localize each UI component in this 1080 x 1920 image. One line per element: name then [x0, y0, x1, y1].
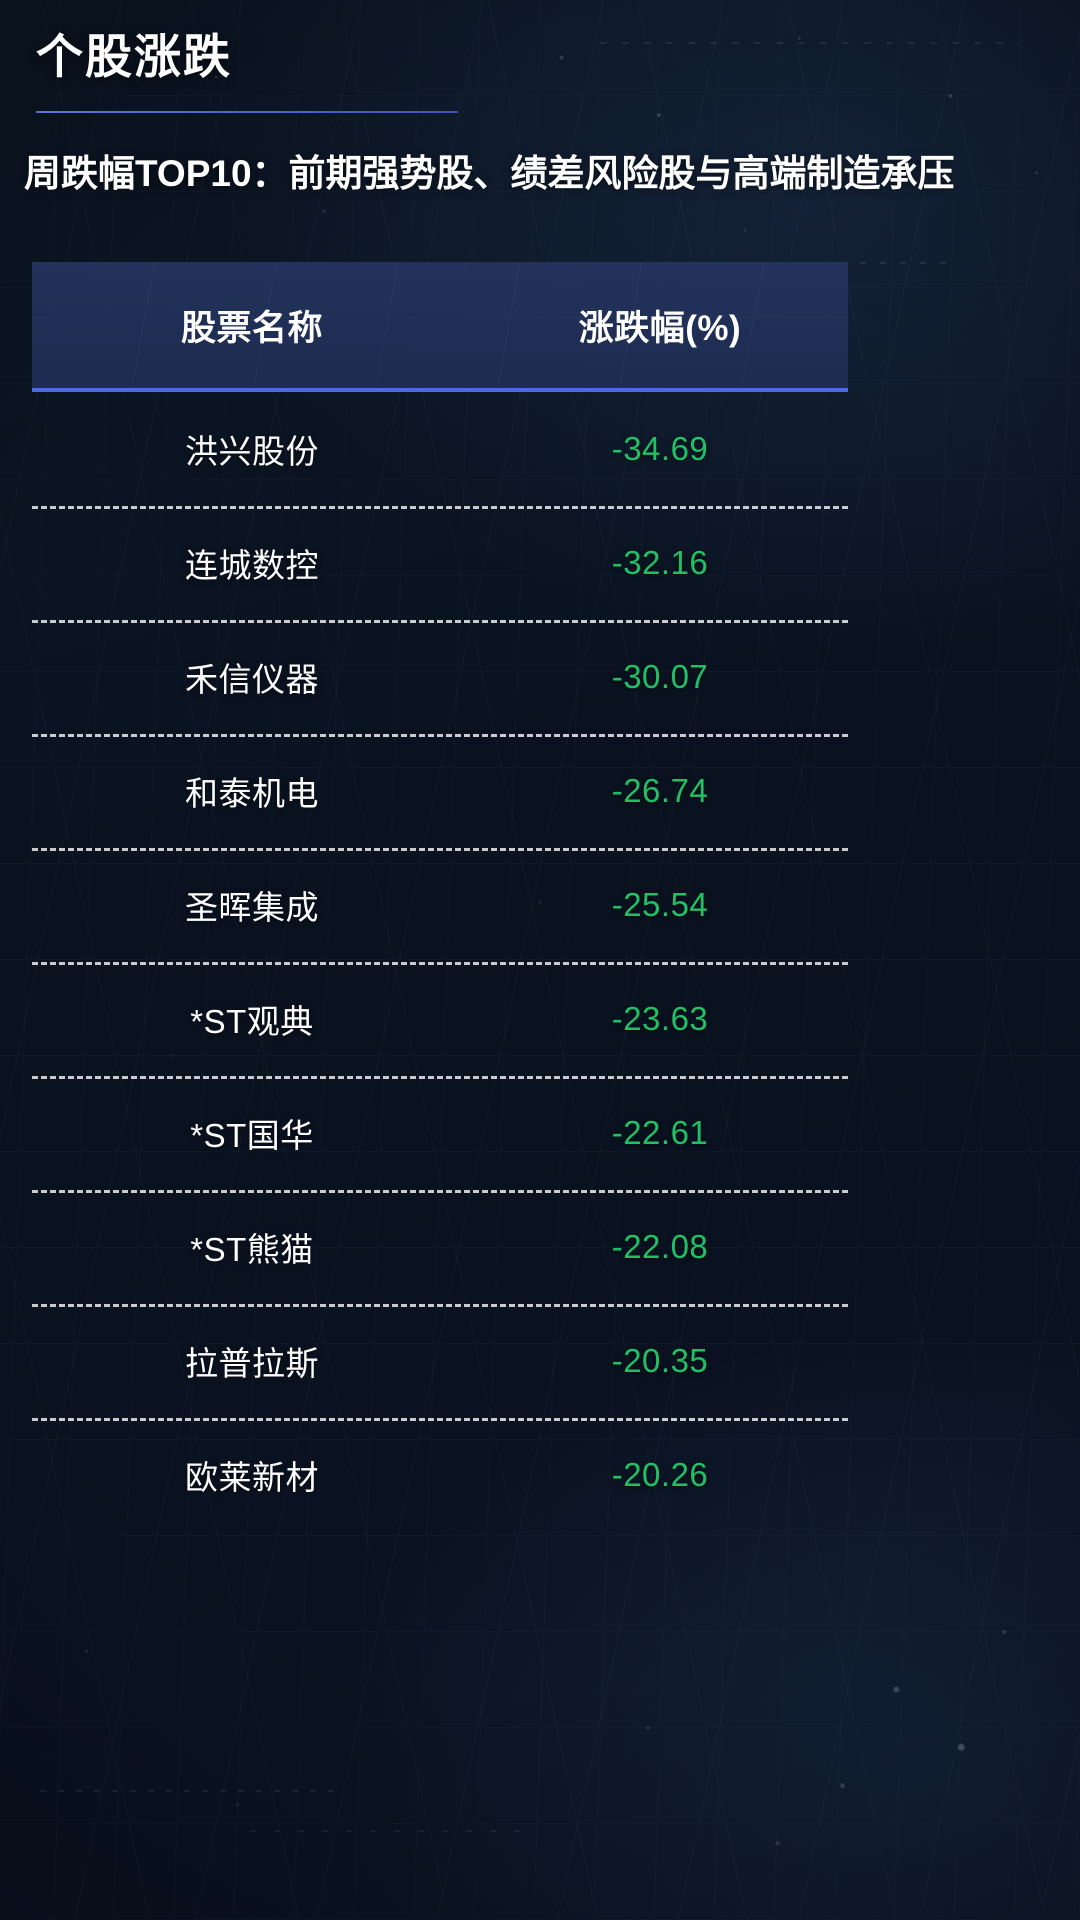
table-row[interactable]: 禾信仪器 -30.07 — [32, 620, 848, 734]
cell-change-percent: -26.74 — [611, 772, 709, 809]
table-row[interactable]: 欧莱新材 -20.26 — [32, 1418, 848, 1532]
cell-change-percent: -30.07 — [611, 658, 709, 695]
table-row[interactable]: 连城数控 -32.16 — [32, 506, 848, 620]
title-underline — [36, 111, 458, 114]
page-title: 个股涨跌 — [36, 30, 232, 83]
cell-change-percent: -23.63 — [611, 1000, 709, 1037]
cell-change-percent: -20.26 — [611, 1456, 709, 1493]
cell-stock-name: 连城数控 — [185, 547, 319, 584]
card-header: 个股涨跌 周跌幅TOP10：前期强势股、绩差风险股与高端制造承压 — [0, 0, 1080, 201]
table-row[interactable]: 圣晖集成 -25.54 — [32, 848, 848, 962]
table-row[interactable]: *ST观典 -23.63 — [32, 962, 848, 1076]
table-row[interactable]: *ST国华 -22.61 — [32, 1076, 848, 1190]
cell-stock-name: 圣晖集成 — [185, 889, 319, 926]
column-header-change-percent: 涨跌幅(%) — [578, 308, 742, 348]
table-row[interactable]: 拉普拉斯 -20.35 — [32, 1304, 848, 1418]
page-subtitle: 周跌幅TOP10：前期强势股、绩差风险股与高端制造承压 — [24, 153, 955, 195]
cell-change-percent: -22.08 — [611, 1228, 709, 1265]
cell-stock-name: 欧莱新材 — [185, 1459, 319, 1496]
cell-stock-name: 拉普拉斯 — [185, 1345, 319, 1382]
cell-change-percent: -25.54 — [611, 886, 709, 923]
cell-stock-name: 禾信仪器 — [185, 661, 319, 698]
cell-stock-name: *ST观典 — [190, 1003, 314, 1040]
cell-stock-name: 和泰机电 — [185, 775, 319, 812]
cell-change-percent: -22.61 — [611, 1114, 709, 1151]
cell-change-percent: -20.35 — [611, 1342, 709, 1379]
table-row[interactable]: *ST熊猫 -22.08 — [32, 1190, 848, 1304]
table-row[interactable]: 和泰机电 -26.74 — [32, 734, 848, 848]
table-row[interactable]: 洪兴股份 -34.69 — [32, 392, 848, 506]
cell-change-percent: -34.69 — [611, 430, 709, 467]
decliners-table: 股票名称 涨跌幅(%) 洪兴股份 -34.69 连城数控 -32.16 禾信仪器… — [32, 262, 848, 1532]
cell-stock-name: *ST熊猫 — [190, 1231, 314, 1268]
cell-stock-name: 洪兴股份 — [185, 433, 319, 470]
column-header-stock-name: 股票名称 — [180, 308, 323, 348]
cell-change-percent: -32.16 — [611, 544, 709, 581]
table-header-row: 股票名称 涨跌幅(%) — [32, 262, 848, 392]
cell-stock-name: *ST国华 — [190, 1117, 314, 1154]
